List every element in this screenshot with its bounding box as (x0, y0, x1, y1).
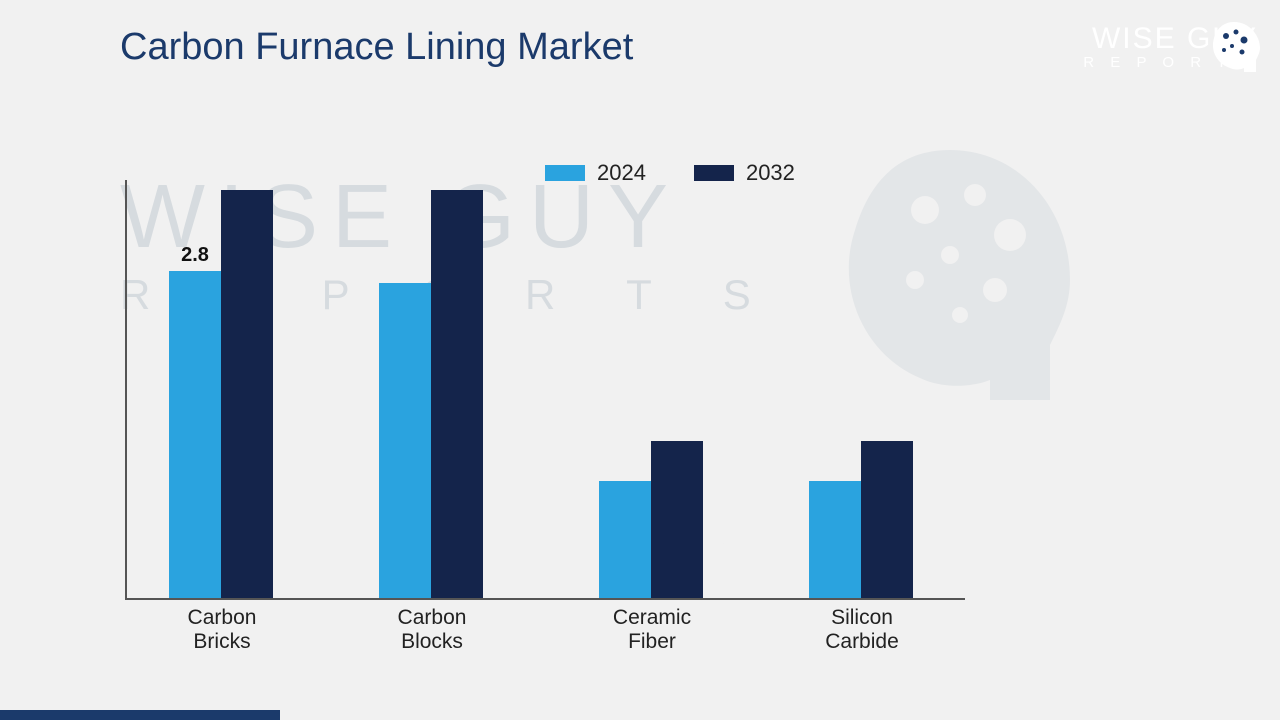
bar-2024 (379, 283, 431, 598)
page: WISE GUY R E P O R T S Carbon Furnace Li… (0, 0, 1280, 720)
legend-swatch-2032 (694, 165, 734, 181)
right-panel (965, 0, 1280, 720)
bar-2024 (599, 481, 651, 598)
value-label: 2.8 (165, 244, 225, 267)
category-label: CarbonBricks (132, 606, 312, 654)
bar-2024 (169, 271, 221, 598)
bottom-accent-bar (0, 710, 280, 720)
category-label: SiliconCarbide (772, 606, 952, 654)
bar-2032 (221, 190, 273, 598)
category-label: CarbonBlocks (342, 606, 522, 654)
bar-2024 (809, 481, 861, 598)
bar-2032 (861, 441, 913, 599)
bar-2032 (651, 441, 703, 599)
plot-region: CarbonBricksCarbonBlocksCeramicFiberSili… (125, 180, 965, 600)
category-label: CeramicFiber (562, 606, 742, 654)
chart-area: Market Size in USD Billion 2024 2032 Car… (55, 120, 985, 680)
legend-swatch-2024 (545, 165, 585, 181)
brand-logo: WISE GUY R E P O R T S (1083, 22, 1258, 71)
brand-head-icon (1204, 18, 1264, 78)
chart-title: Carbon Furnace Lining Market (120, 26, 633, 69)
bar-2032 (431, 190, 483, 598)
